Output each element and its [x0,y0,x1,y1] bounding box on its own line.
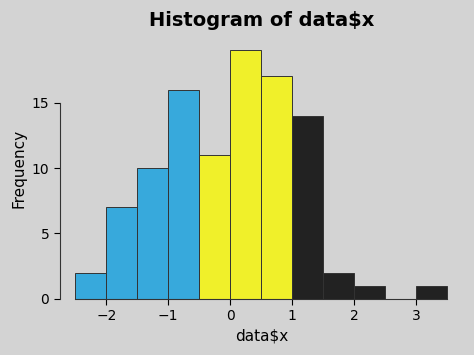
Bar [168,89,199,299]
Bar [261,76,292,299]
Y-axis label: Frequency: Frequency [11,129,26,208]
Bar [230,50,261,299]
Bar [75,273,106,299]
Title: Histogram of data$x: Histogram of data$x [149,11,374,30]
Bar [199,155,230,299]
Bar [292,116,323,299]
Bar [137,168,168,299]
Bar [323,273,355,299]
Bar [355,286,385,299]
Bar [106,207,137,299]
X-axis label: data$x: data$x [235,329,288,344]
Bar [416,286,447,299]
